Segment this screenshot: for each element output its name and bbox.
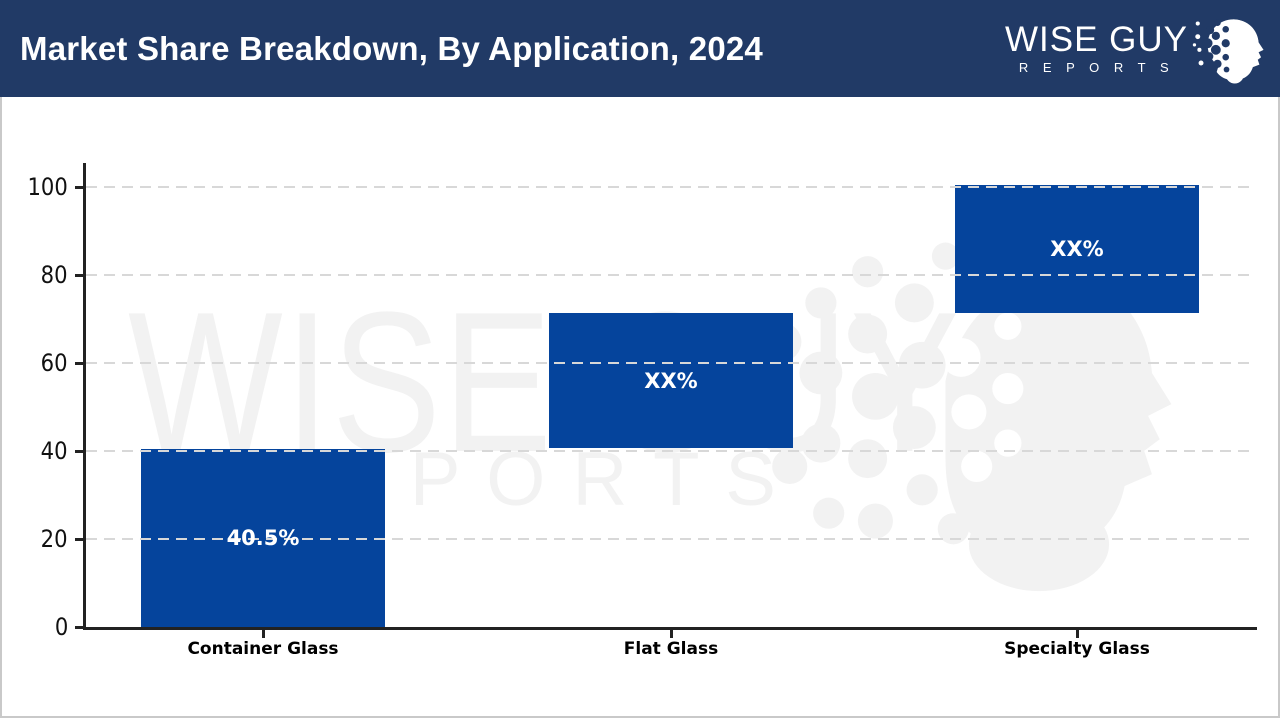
watermark-face-icon — [758, 242, 1172, 592]
y-axis-tick-label: 60 — [41, 349, 68, 377]
chart-title: Market Share Breakdown, By Application, … — [20, 29, 763, 67]
y-axis-tick-label: 100 — [27, 173, 68, 201]
x-axis-line — [83, 627, 1257, 630]
header: Market Share Breakdown, By Application, … — [0, 0, 1280, 97]
y-axis-tick-label: 20 — [41, 525, 68, 553]
gridline-60 — [86, 362, 1256, 364]
gridline-80 — [86, 274, 1256, 276]
logo-wordmark: WISE GUY R E P O R T S — [1005, 22, 1188, 75]
bar-container-glass — [141, 448, 385, 627]
x-axis-tick-mark — [670, 630, 673, 638]
gridline-40 — [86, 450, 1256, 452]
bar-specialty-glass — [955, 185, 1199, 313]
logo-wordmark-line2: R E P O R T S — [1018, 60, 1175, 75]
y-axis-tick-mark — [75, 185, 83, 189]
wise-guy-reports-logo: WISE GUY R E P O R T S — [1005, 9, 1266, 89]
y-axis-tick-label: 80 — [41, 261, 68, 289]
bar-flat-glass — [549, 312, 793, 449]
y-axis-tick-label: 0 — [54, 613, 68, 641]
logo-face-icon — [1192, 18, 1264, 84]
logo-wordmark-line1: WISE GUY — [1004, 20, 1188, 59]
x-axis-label-specialty-glass: Specialty Glass — [1004, 639, 1150, 659]
gridline-100 — [86, 186, 1256, 188]
bar-value-label-flat-glass: XX% — [644, 368, 698, 393]
gridline-20 — [86, 538, 1256, 540]
y-axis-tick-mark — [75, 537, 83, 541]
y-axis-line — [83, 163, 86, 630]
y-axis-tick-label: 40 — [41, 437, 68, 465]
x-axis-tick-mark — [262, 630, 265, 638]
x-axis-label-container-glass: Container Glass — [187, 639, 339, 659]
y-axis-tick-mark — [75, 273, 83, 277]
x-axis-tick-mark — [1076, 630, 1079, 638]
x-axis-label-flat-glass: Flat Glass — [623, 639, 719, 659]
y-axis-tick-mark — [75, 449, 83, 453]
bar-value-label-container-glass: 40.5% — [226, 525, 300, 550]
y-axis-tick-mark — [75, 361, 83, 365]
bar-value-label-specialty-glass: XX% — [1050, 237, 1104, 262]
y-axis-tick-mark — [75, 625, 83, 629]
